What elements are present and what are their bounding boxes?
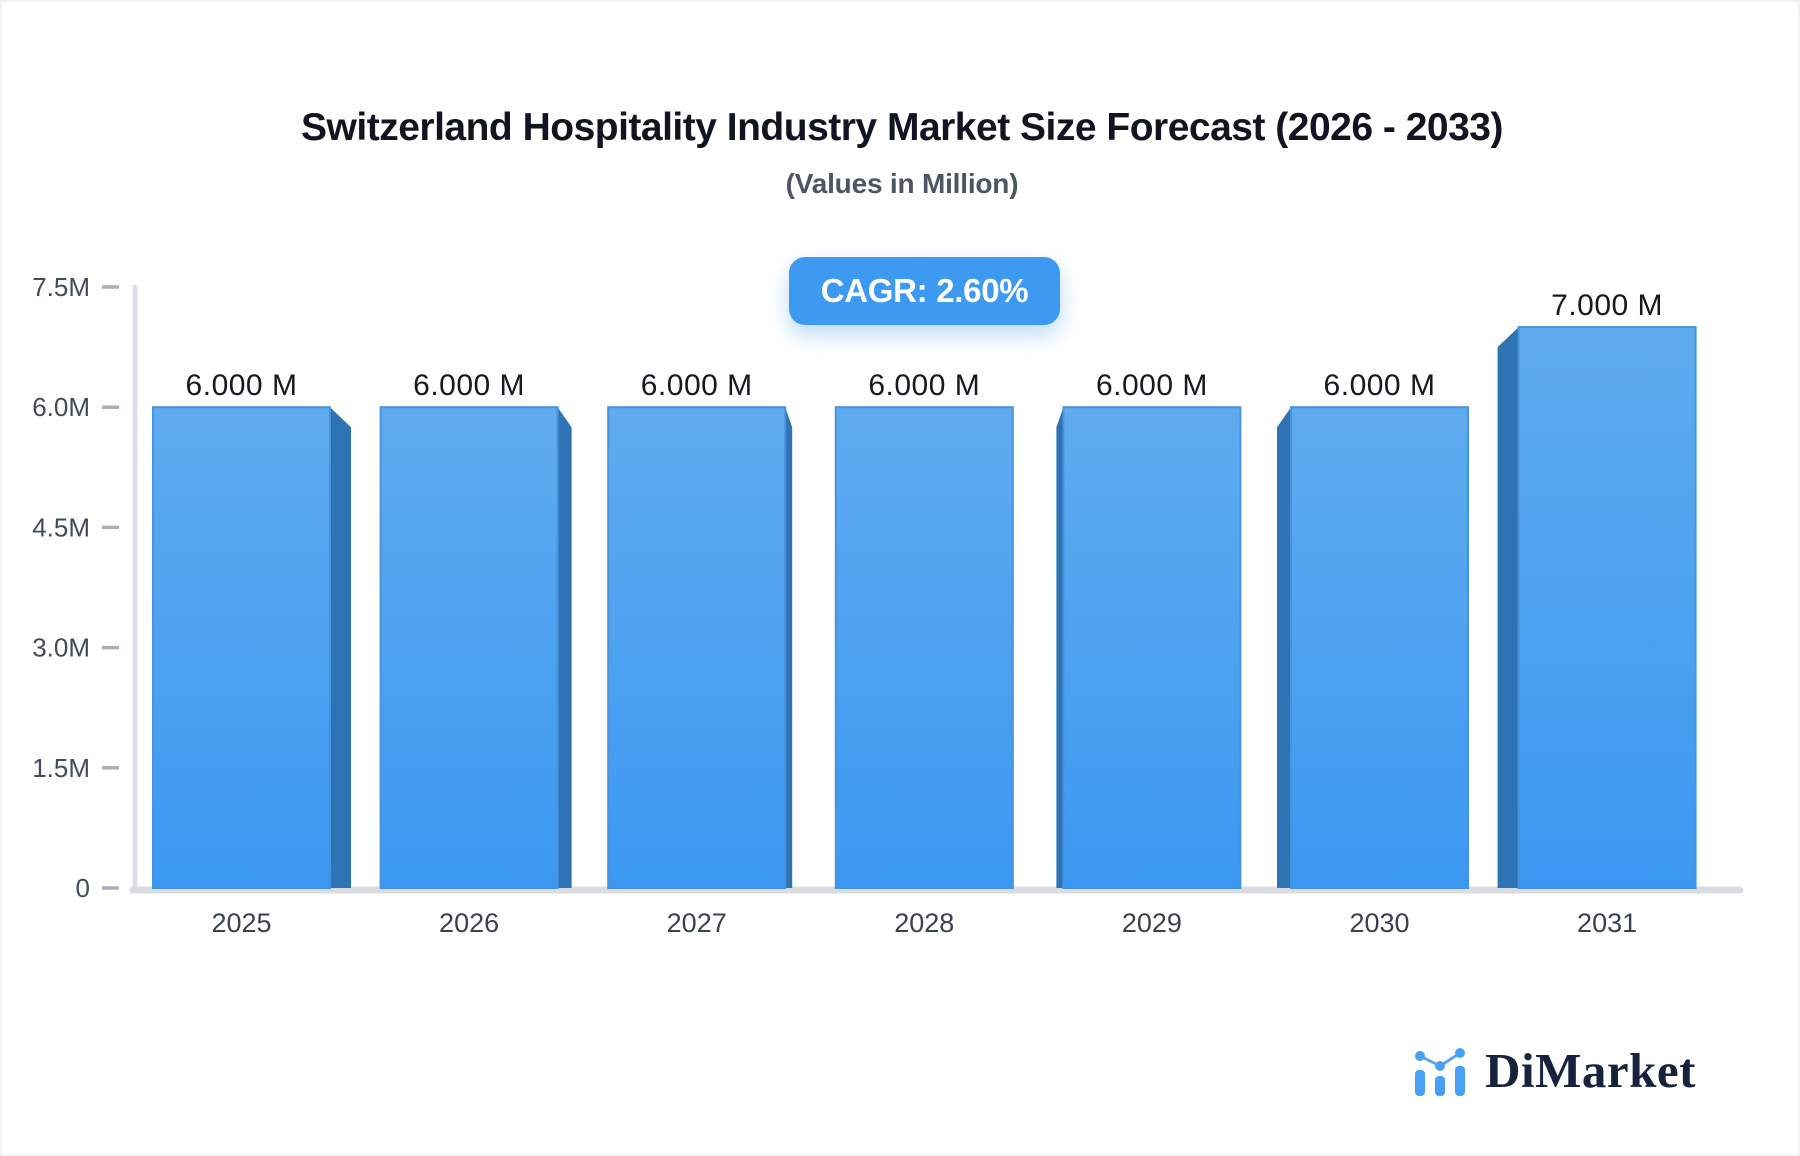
y-axis-label: 7.5M [32,272,90,302]
y-axis-label: 1.5M [32,753,90,783]
bar-2031 [1517,326,1697,890]
bar-side-2026 [557,407,572,888]
bar-side-2031 [1497,327,1519,889]
cagr-badge: CAGR: 2.60% [789,257,1060,325]
y-axis-label: 0 [76,873,90,903]
bar-2026 [379,406,559,889]
x-axis-label-2028: 2028 [894,908,954,938]
bar-value-label-2029: 6.000 M [1096,369,1208,402]
bar-value-label-2031: 7.000 M [1551,289,1663,322]
bar-side-2029 [1056,407,1064,888]
x-axis-label-2030: 2030 [1349,908,1409,938]
chart-header: Switzerland Hospitality Industry Market … [2,106,1798,200]
bar-value-label-2028: 6.000 M [868,369,980,402]
x-axis-label-2027: 2027 [667,908,727,938]
chart-subtitle: (Values in Million) [785,168,1019,199]
bar-2027 [607,406,787,889]
x-axis-label-2025: 2025 [211,908,271,938]
bar-value-label-2030: 6.000 M [1324,369,1436,402]
x-axis-label-2029: 2029 [1122,908,1182,938]
chart-title: Switzerland Hospitality Industry Market … [301,106,1503,149]
cagr-badge-label: CAGR: 2.60% [820,272,1029,309]
x-axis-label-2026: 2026 [439,908,499,938]
y-axis-label: 4.5M [32,512,90,542]
bar-side-2027 [785,407,793,888]
bar-side-2025 [330,407,351,888]
bar-2025 [152,406,331,889]
bar-value-label-2026: 6.000 M [413,369,525,402]
bar-side-2030 [1277,407,1291,888]
mini-bar-line-chart-icon [1415,1048,1466,1096]
brand-name: DiMarket [1485,1042,1696,1098]
y-axis-label: 6.0M [32,392,90,422]
x-axis-label-2031: 2031 [1577,908,1637,938]
bar-2029 [1062,406,1242,889]
y-axis-label: 3.0M [32,633,90,663]
bar-value-label-2025: 6.000 M [186,369,298,402]
bar-2030 [1290,406,1469,889]
bar-2028 [834,406,1014,889]
dimarket-logo: DiMarket [1413,1038,1696,1102]
bar-value-label-2027: 6.000 M [641,369,753,402]
